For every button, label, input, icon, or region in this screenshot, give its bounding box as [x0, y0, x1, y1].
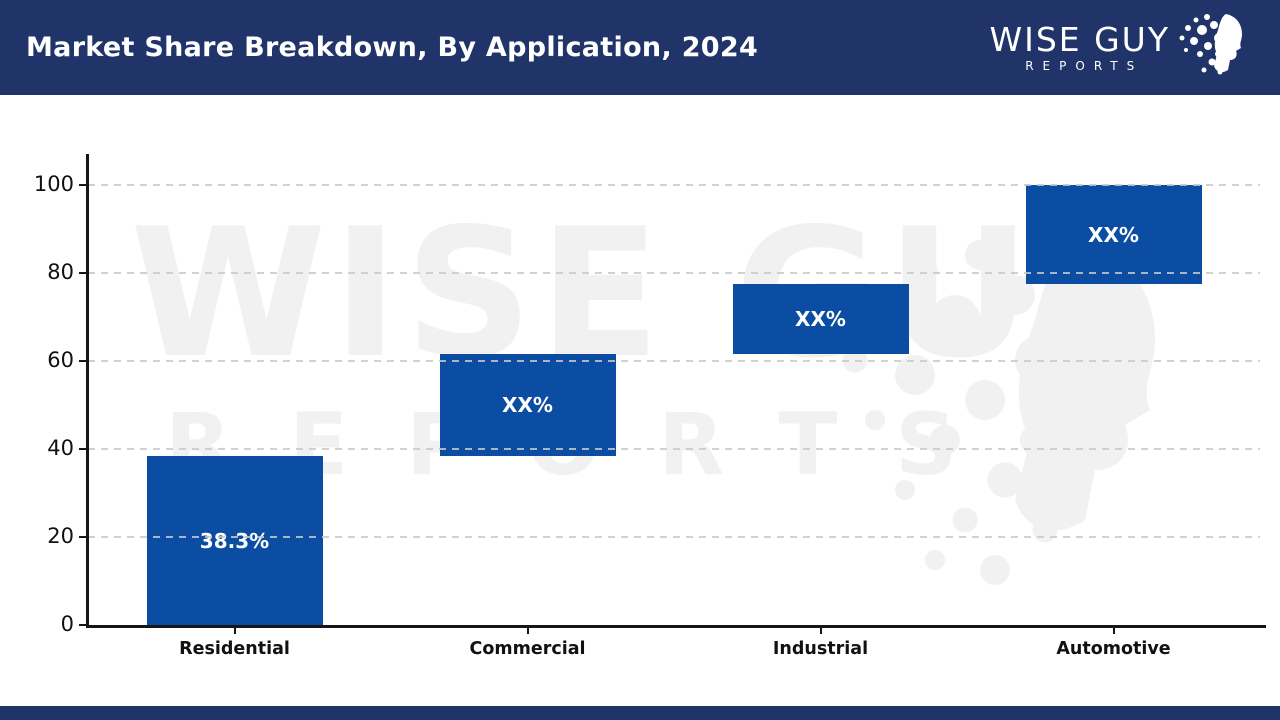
y-tick-label: 0 — [60, 612, 74, 636]
bar-value-label: 38.3% — [199, 528, 270, 553]
x-axis — [86, 625, 1266, 628]
bar-value-label: XX% — [795, 307, 846, 332]
y-axis-tick — [79, 624, 88, 626]
y-axis-tick — [79, 184, 88, 186]
logo-head-icon — [1179, 13, 1242, 74]
y-tick-label: 40 — [47, 436, 74, 460]
x-category-label: Commercial — [469, 639, 586, 659]
gridline-100 — [88, 184, 1260, 186]
logo-subtext: REPORTS — [1025, 59, 1144, 73]
gridline-60 — [88, 360, 1260, 362]
bar-value-label: XX% — [502, 393, 553, 418]
y-tick-label: 60 — [47, 348, 74, 372]
y-tick-label: 80 — [47, 260, 74, 284]
x-axis-tick — [819, 625, 822, 634]
logo-text: WISE GUY REPORTS — [989, 23, 1170, 72]
bar-industrial: XX% — [732, 284, 909, 355]
plot-area: WISE GUY REPORTS 38.3%ResidentialXX%Comm… — [0, 95, 1280, 706]
wise-guy-reports-logo: WISE GUY REPORTS — [989, 8, 1248, 88]
x-category-label: Industrial — [772, 639, 869, 659]
footer-bar — [0, 706, 1280, 720]
y-axis-tick — [79, 360, 88, 362]
bar-value-label: XX% — [1088, 222, 1139, 247]
logo-wordmark: WISE GUY — [989, 20, 1170, 59]
y-axis-tick — [79, 448, 88, 450]
gridline-80 — [88, 272, 1260, 274]
page-title: Market Share Breakdown, By Application, … — [26, 32, 759, 63]
x-axis-tick — [233, 625, 236, 634]
watermark-wordmark: WISE GUY — [130, 190, 1172, 397]
x-category-label: Residential — [179, 639, 290, 659]
y-axis-tick — [79, 536, 88, 538]
bar-residential: 38.3% — [146, 456, 323, 625]
gridline-40 — [88, 448, 1260, 450]
y-axis — [86, 154, 89, 628]
gridline-20 — [88, 536, 1260, 538]
y-tick-label: 100 — [33, 172, 74, 196]
x-category-label: Automotive — [1056, 639, 1171, 659]
y-tick-label: 20 — [47, 524, 74, 548]
bar-commercial: XX% — [439, 354, 616, 457]
header-bar: Market Share Breakdown, By Application, … — [0, 0, 1280, 95]
bar-automotive: XX% — [1025, 185, 1202, 284]
y-axis-tick — [79, 272, 88, 274]
x-axis-tick — [526, 625, 529, 634]
watermark-head-icon — [842, 240, 1155, 585]
x-axis-tick — [1112, 625, 1115, 634]
